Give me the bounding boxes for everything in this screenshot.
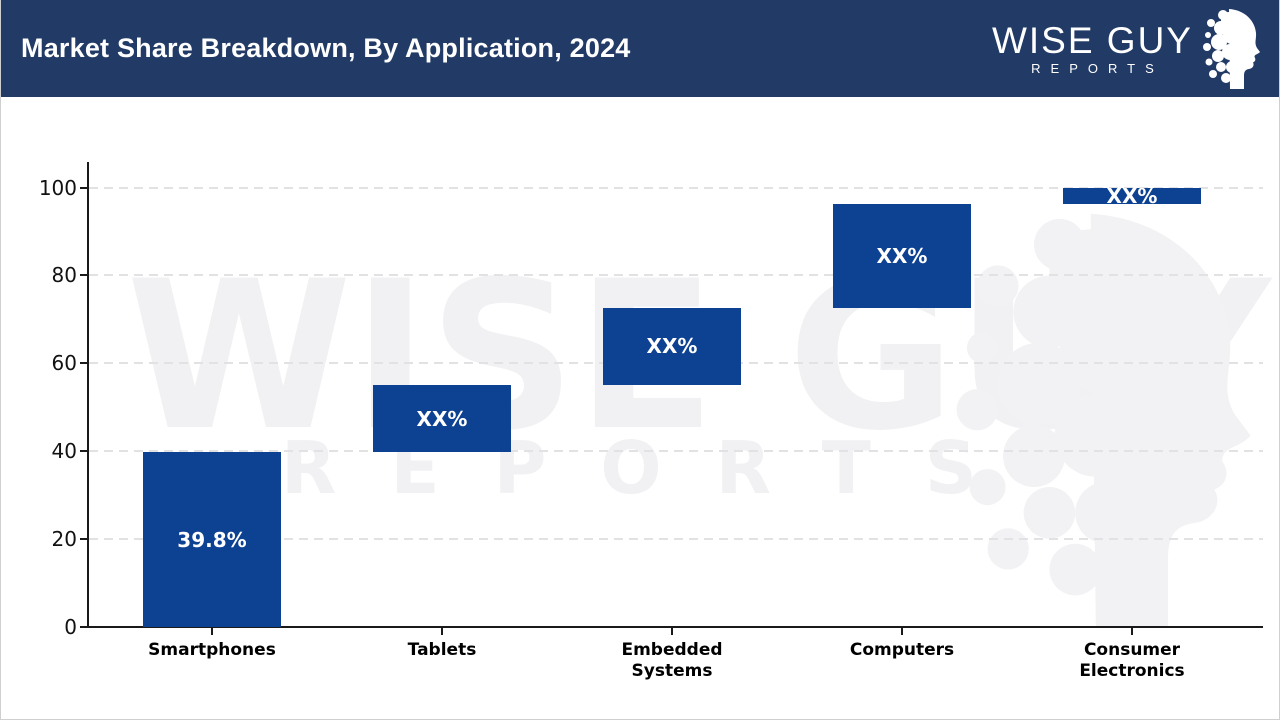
bar-value-label: XX% bbox=[416, 406, 468, 431]
category-label-3: Computers bbox=[849, 640, 955, 660]
bar-tablets: XX% bbox=[373, 385, 511, 453]
y-tick-label-100: 100 bbox=[38, 175, 77, 200]
y-tick-mark-80 bbox=[80, 274, 88, 277]
brand-head-icon bbox=[1199, 7, 1263, 91]
bar-smartphones: 39.8% bbox=[143, 452, 281, 627]
y-tick-mark-0 bbox=[80, 626, 88, 628]
y-tick-label-60: 60 bbox=[51, 351, 77, 376]
brand-subtitle: REPORTS bbox=[1031, 61, 1164, 76]
x-tick-2 bbox=[671, 628, 673, 635]
bar-computers: XX% bbox=[833, 203, 971, 308]
page-title: Market Share Breakdown, By Application, … bbox=[21, 33, 631, 63]
bar-value-label: XX% bbox=[646, 334, 698, 359]
y-tick-label-0: 0 bbox=[64, 615, 77, 639]
y-axis bbox=[87, 162, 89, 628]
x-tick-0 bbox=[211, 628, 213, 635]
x-tick-1 bbox=[441, 628, 443, 635]
category-label-2: Embedded Systems bbox=[621, 640, 723, 681]
x-tick-4 bbox=[1131, 628, 1133, 635]
y-tick-label-40: 40 bbox=[51, 439, 77, 464]
x-tick-3 bbox=[901, 628, 903, 635]
y-tick-mark-100 bbox=[80, 186, 88, 189]
category-label-4: Consumer Electronics bbox=[1079, 640, 1185, 681]
watermark-head-icon bbox=[936, 200, 1266, 640]
gridline-80 bbox=[89, 274, 1263, 277]
bar-value-label: 39.8% bbox=[177, 527, 247, 552]
bar-embedded-systems: XX% bbox=[603, 307, 741, 386]
header: Market Share Breakdown, By Application, … bbox=[1, 0, 1279, 97]
brand-logo: WISE GUY REPORTS bbox=[992, 7, 1263, 91]
category-label-0: Smartphones bbox=[148, 640, 276, 660]
gridline-40 bbox=[89, 450, 1263, 453]
brand-name: WISE GUY bbox=[991, 20, 1193, 61]
y-tick-mark-60 bbox=[80, 362, 88, 365]
y-tick-mark-20 bbox=[80, 538, 88, 541]
x-axis bbox=[87, 626, 1263, 628]
y-tick-label-80: 80 bbox=[51, 263, 77, 288]
bar-value-label: XX% bbox=[876, 243, 928, 268]
bar-value-label: XX% bbox=[1106, 183, 1158, 208]
bar-consumer-electronics: XX% bbox=[1063, 184, 1201, 208]
y-tick-label-20: 20 bbox=[51, 527, 77, 552]
gridline-100 bbox=[89, 186, 1263, 189]
brand-logo-text: WISE GUY REPORTS bbox=[992, 22, 1193, 75]
y-tick-mark-40 bbox=[80, 450, 88, 453]
category-label-1: Tablets bbox=[407, 640, 477, 660]
gridline-20 bbox=[89, 538, 1263, 541]
